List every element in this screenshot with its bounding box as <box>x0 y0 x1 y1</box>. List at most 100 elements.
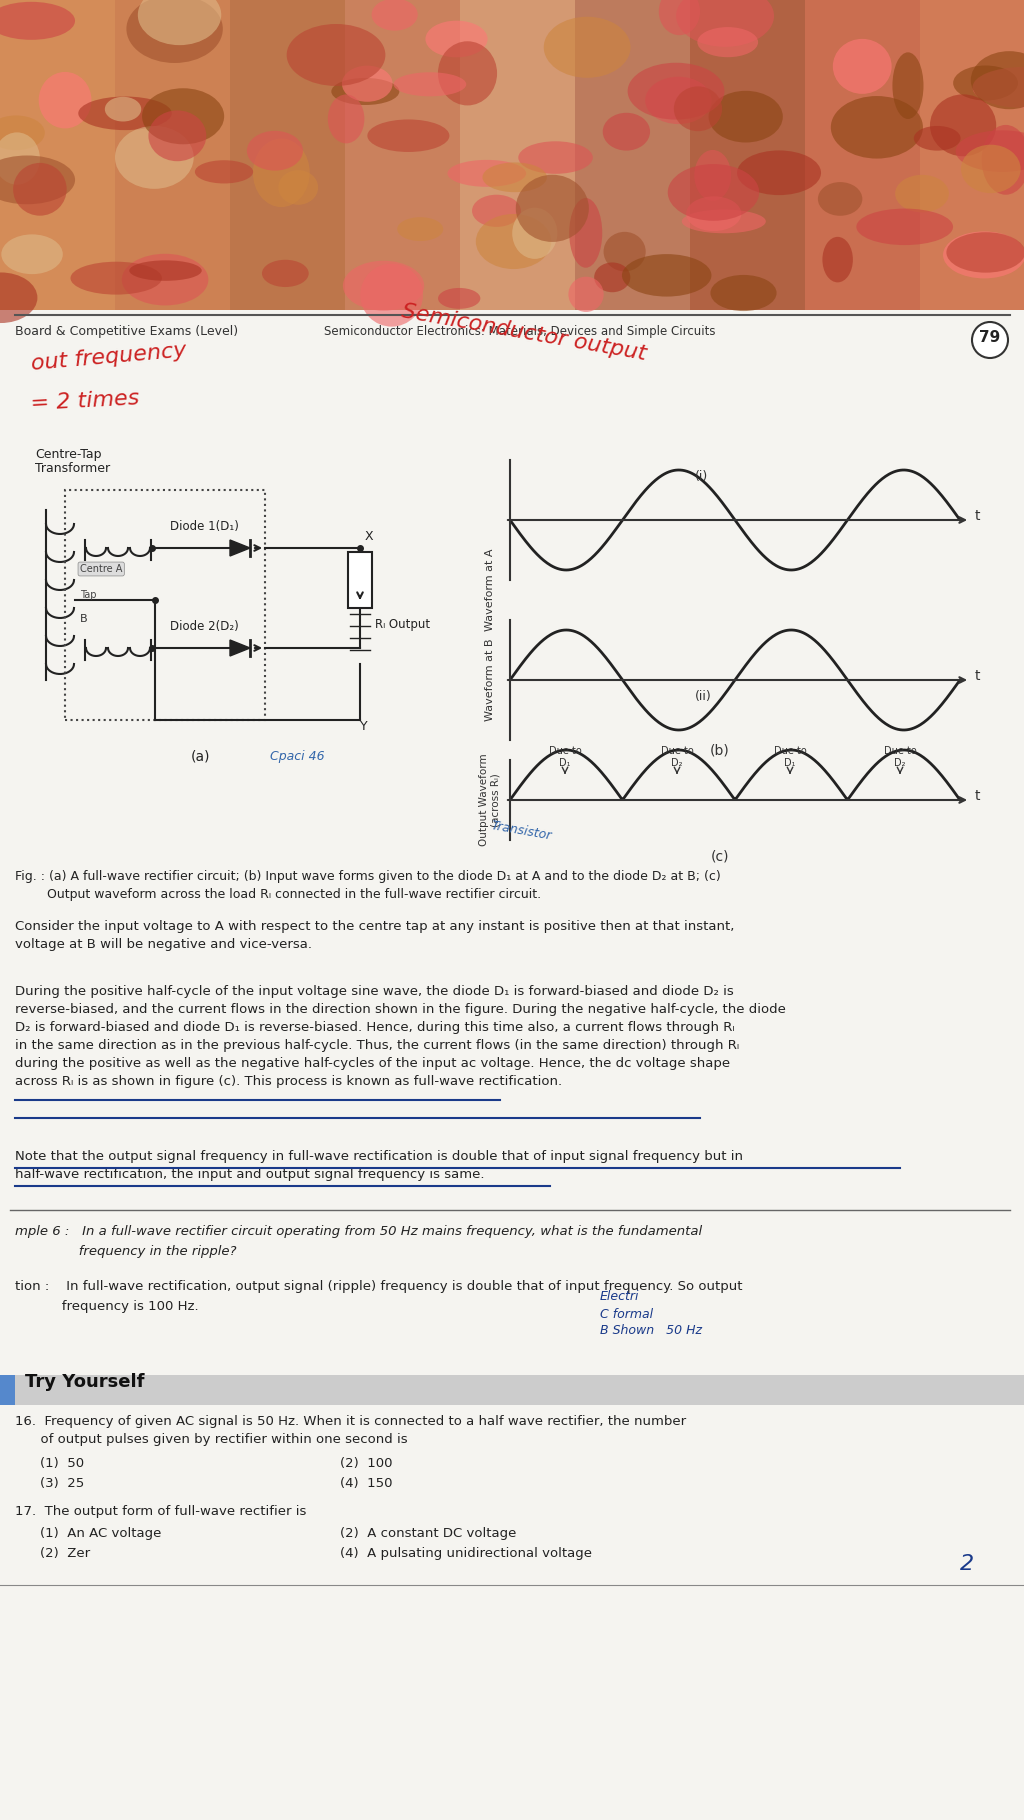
Ellipse shape <box>360 264 423 326</box>
Text: Cpaci 46: Cpaci 46 <box>270 750 325 763</box>
Ellipse shape <box>622 255 712 297</box>
Ellipse shape <box>343 260 424 311</box>
Text: Waveform at B: Waveform at B <box>485 639 495 721</box>
Ellipse shape <box>512 207 557 258</box>
Bar <box>0 0 1024 309</box>
Text: (2)  A constant DC voltage: (2) A constant DC voltage <box>340 1527 516 1540</box>
Ellipse shape <box>482 162 547 193</box>
Text: (ii): (ii) <box>695 690 712 703</box>
Bar <box>230 0 345 309</box>
Ellipse shape <box>328 95 365 144</box>
Bar <box>0 1374 1024 1405</box>
Ellipse shape <box>122 253 208 306</box>
Ellipse shape <box>686 197 741 231</box>
Bar <box>575 0 690 309</box>
Text: Semiconductor Electronics: Materials, Devices and Simple Circuits: Semiconductor Electronics: Materials, De… <box>325 326 716 339</box>
Bar <box>0 1374 15 1405</box>
Ellipse shape <box>438 42 497 106</box>
Ellipse shape <box>516 175 589 242</box>
Ellipse shape <box>472 195 521 228</box>
Text: Due to
D₁: Due to D₁ <box>549 746 582 768</box>
Ellipse shape <box>674 86 722 131</box>
Ellipse shape <box>195 160 253 184</box>
Ellipse shape <box>711 275 776 311</box>
Ellipse shape <box>709 91 782 142</box>
Ellipse shape <box>78 96 172 129</box>
Text: Due to
D₂: Due to D₂ <box>884 746 916 768</box>
Ellipse shape <box>447 160 526 187</box>
Ellipse shape <box>71 262 162 295</box>
Text: (4)  A pulsating unidirectional voltage: (4) A pulsating unidirectional voltage <box>340 1547 592 1560</box>
Ellipse shape <box>39 73 91 129</box>
Ellipse shape <box>397 217 443 240</box>
Bar <box>920 0 1024 309</box>
Ellipse shape <box>943 231 1024 278</box>
Text: 17.  The output form of full-wave rectifier is: 17. The output form of full-wave rectifi… <box>15 1505 306 1518</box>
Text: Waveform at A: Waveform at A <box>485 550 495 632</box>
Ellipse shape <box>893 53 924 118</box>
Ellipse shape <box>332 78 399 106</box>
Bar <box>805 0 920 309</box>
Circle shape <box>972 322 1008 359</box>
Text: tion :    In full-wave rectification, output signal (ripple) frequency is double: tion : In full-wave rectification, outpu… <box>15 1279 742 1292</box>
Ellipse shape <box>973 67 1024 107</box>
Ellipse shape <box>13 164 67 217</box>
Ellipse shape <box>518 142 593 175</box>
Ellipse shape <box>0 155 75 204</box>
Polygon shape <box>230 641 250 655</box>
Ellipse shape <box>138 0 221 46</box>
Ellipse shape <box>737 151 821 195</box>
Text: (b): (b) <box>710 744 730 757</box>
Ellipse shape <box>568 277 604 311</box>
Ellipse shape <box>895 175 949 213</box>
Text: Semiconductor output: Semiconductor output <box>400 300 648 364</box>
Text: Fig. : (a) A full-wave rectifier circuit; (b) Input wave forms given to the diod: Fig. : (a) A full-wave rectifier circuit… <box>15 870 721 883</box>
Ellipse shape <box>0 273 38 322</box>
Text: Consider the input voltage to A with respect to the centre tap at any instant is: Consider the input voltage to A with res… <box>15 919 734 952</box>
Bar <box>115 0 230 309</box>
Ellipse shape <box>0 115 45 149</box>
Ellipse shape <box>476 215 551 269</box>
Ellipse shape <box>0 133 40 184</box>
Ellipse shape <box>930 95 996 157</box>
Ellipse shape <box>569 198 602 268</box>
Ellipse shape <box>129 260 202 280</box>
Ellipse shape <box>262 260 308 288</box>
Text: (2)  Zer: (2) Zer <box>40 1547 90 1560</box>
Text: B: B <box>80 613 88 624</box>
Ellipse shape <box>658 0 700 35</box>
Text: t: t <box>975 510 981 522</box>
Text: B Shown   50 Hz: B Shown 50 Hz <box>600 1323 702 1338</box>
Ellipse shape <box>603 231 646 271</box>
Ellipse shape <box>971 51 1024 109</box>
Text: Transistor: Transistor <box>490 819 553 843</box>
Text: Tap: Tap <box>80 590 96 601</box>
Ellipse shape <box>393 73 466 96</box>
Text: Rₗ Output: Rₗ Output <box>375 619 430 632</box>
Polygon shape <box>230 541 250 555</box>
Text: of output pulses given by rectifier within one second is: of output pulses given by rectifier with… <box>15 1432 408 1447</box>
Text: (i): (i) <box>695 470 709 482</box>
Text: Y: Y <box>360 721 368 733</box>
Ellipse shape <box>287 24 385 86</box>
Ellipse shape <box>142 87 224 144</box>
Text: frequency is 100 Hz.: frequency is 100 Hz. <box>15 1299 199 1312</box>
Ellipse shape <box>833 38 892 95</box>
Ellipse shape <box>368 120 450 153</box>
Ellipse shape <box>372 0 418 31</box>
Ellipse shape <box>982 126 1024 195</box>
Ellipse shape <box>694 149 731 200</box>
Text: Diode 2(D₂): Diode 2(D₂) <box>170 621 239 633</box>
Ellipse shape <box>955 131 1024 173</box>
Ellipse shape <box>126 0 223 64</box>
Ellipse shape <box>438 288 480 309</box>
Ellipse shape <box>913 126 961 151</box>
Text: 79: 79 <box>979 331 1000 346</box>
Text: Electri: Electri <box>600 1290 640 1303</box>
Text: (a): (a) <box>190 750 210 763</box>
Ellipse shape <box>148 111 206 162</box>
Text: Note that the output signal frequency in full-wave rectification is double that : Note that the output signal frequency in… <box>15 1150 743 1181</box>
Text: (1)  An AC voltage: (1) An AC voltage <box>40 1527 162 1540</box>
Text: t: t <box>975 670 981 682</box>
Bar <box>690 0 805 309</box>
